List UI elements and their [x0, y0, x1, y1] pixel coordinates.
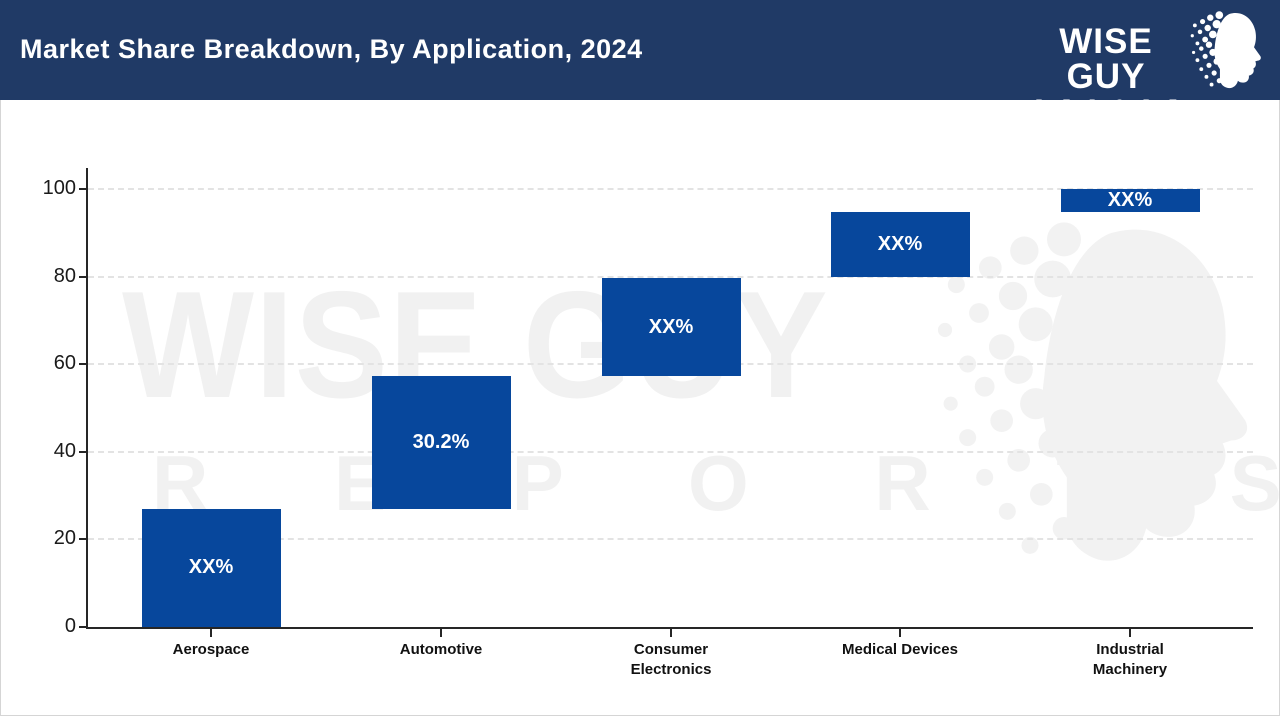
y-tick-label-80: 80: [53, 264, 76, 287]
gridline-40: [88, 450, 1253, 453]
y-tick-label-100: 100: [42, 177, 76, 199]
y-tick-mark-80: [79, 275, 87, 278]
bar-value-label: XX%: [188, 556, 234, 579]
page-title: Market Share Breakdown, By Application, …: [20, 34, 643, 64]
category-label-4: Industrial Machinery: [1092, 641, 1168, 679]
x-tick-mark-0: [210, 629, 212, 637]
bar-value-label: XX%: [877, 232, 923, 255]
x-tick-mark-4: [1129, 629, 1131, 637]
bar-aerospace: XX%: [141, 508, 281, 627]
y-tick-mark-0: [79, 626, 87, 628]
x-tick-mark-1: [440, 629, 442, 637]
bar-medical-devices: XX%: [830, 212, 970, 277]
header: Market Share Breakdown, By Application, …: [0, 0, 1280, 125]
y-tick-mark-100: [79, 188, 87, 190]
logo-wordmark: WISE GUY: [1059, 22, 1153, 96]
y-tick-label-20: 20: [53, 527, 76, 550]
x-tick-mark-2: [670, 629, 672, 637]
bar-value-label: 30.2%: [412, 431, 470, 454]
category-label-0: Aerospace: [172, 641, 250, 658]
brand-logo: WISE GUY R E P O R T S: [1016, 4, 1266, 125]
bar-automotive: 30.2%: [371, 376, 511, 509]
y-tick-label-60: 60: [53, 352, 76, 375]
y-tick-mark-60: [79, 363, 87, 366]
bar-consumer-electronics: XX%: [601, 277, 741, 377]
x-axis-line: [86, 627, 1253, 629]
bar-value-label: XX%: [1107, 189, 1153, 212]
bar-industrial-machinery: XX%: [1060, 189, 1200, 213]
bar-value-label: XX%: [648, 315, 694, 338]
chart-panel: WISE GUY R E P O R T S 0 20 40 60 80 100 XX% Ae…: [0, 100, 1280, 720]
category-label-3: Medical Devices: [842, 641, 958, 658]
y-tick-mark-40: [79, 450, 87, 453]
y-tick-mark-20: [79, 538, 87, 541]
logo-face-icon: [1190, 11, 1261, 89]
y-axis-line: [86, 168, 88, 629]
gridline-80: [88, 275, 1253, 278]
category-label-1: Automotive: [399, 641, 483, 658]
gridline-20: [88, 538, 1253, 541]
gridline-100: [88, 188, 1253, 190]
y-tick-label-40: 40: [53, 439, 76, 462]
y-tick-label-0: 0: [64, 615, 76, 637]
category-label-2: Consumer Electronics: [630, 641, 712, 679]
watermark-face-icon: [937, 222, 1248, 561]
x-tick-mark-3: [899, 629, 901, 637]
